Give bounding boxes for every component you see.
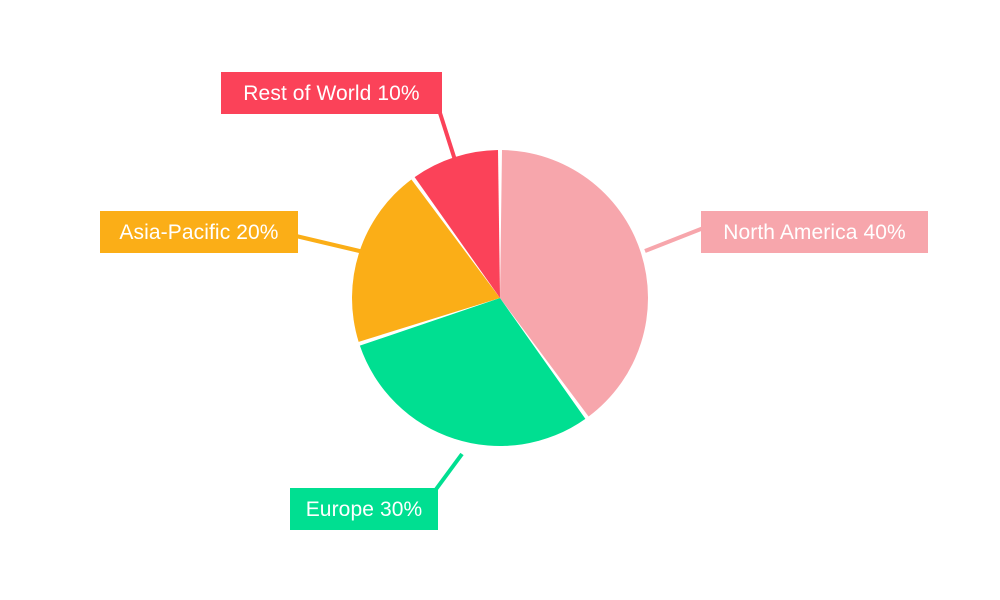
pie-slice-asia-pacific[interactable] [352,179,500,342]
pie-label-europe-text: Europe 30% [305,497,423,521]
pie-label-europe[interactable]: Europe 30% [290,488,438,530]
pie-label-north-america[interactable]: North America 40% [701,211,928,253]
pie-wedges-group [352,150,649,447]
pie-leader-line [432,452,464,494]
pie-leader-line [438,112,457,161]
pie-slice-north-america[interactable] [500,150,649,417]
pie-leader-line [644,225,707,253]
leader-lines-group [295,112,707,494]
pie-label-asia-pacific[interactable]: Asia-Pacific 20% [100,211,298,253]
pie-slice-europe[interactable] [359,298,586,447]
pie-label-rest-of-world-text: Rest of World 10% [243,81,420,105]
pie-slice-rest-of-world[interactable] [414,150,500,298]
pie-leader-line [295,234,369,255]
pie-label-north-america-text: North America 40% [723,220,906,244]
pie-label-asia-pacific-text: Asia-Pacific 20% [119,220,279,244]
pie-label-rest-of-world[interactable]: Rest of World 10% [221,72,442,114]
